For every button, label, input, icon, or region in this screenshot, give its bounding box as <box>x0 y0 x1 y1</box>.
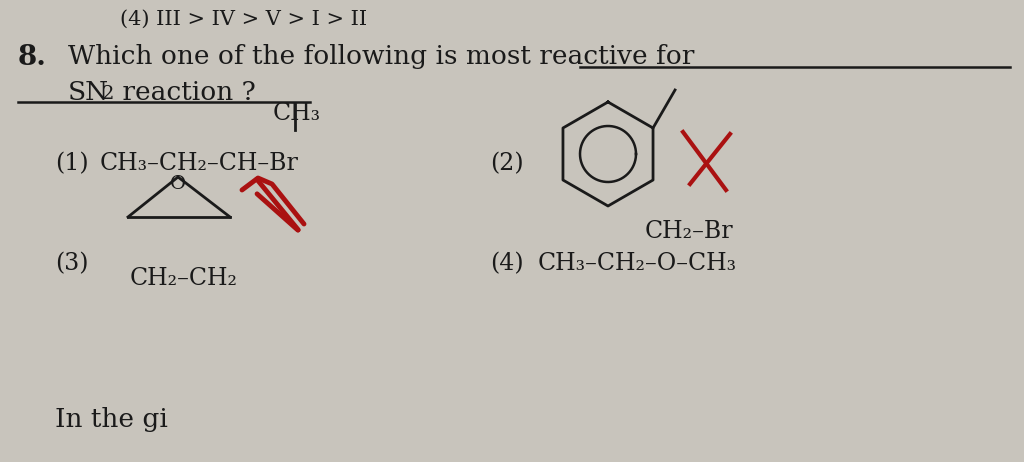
Text: CH₂–CH₂: CH₂–CH₂ <box>130 267 238 290</box>
Text: (3): (3) <box>55 252 88 275</box>
Text: SN: SN <box>68 80 110 105</box>
Text: (4) III > IV > V > I > II: (4) III > IV > V > I > II <box>120 10 368 29</box>
Text: CH₂–Br: CH₂–Br <box>645 220 733 243</box>
Text: CH₃: CH₃ <box>273 102 322 125</box>
Text: (4): (4) <box>490 252 523 275</box>
Text: CH₃–CH₂–O–CH₃: CH₃–CH₂–O–CH₃ <box>538 252 737 275</box>
Text: (2): (2) <box>490 152 523 175</box>
Text: 2: 2 <box>102 85 115 103</box>
Text: 8.: 8. <box>18 44 47 71</box>
Text: (1): (1) <box>55 152 89 175</box>
Text: In the gi: In the gi <box>55 407 168 432</box>
Text: CH₃–CH₂–CH–Br: CH₃–CH₂–CH–Br <box>100 152 299 175</box>
Text: reaction ?: reaction ? <box>114 80 256 105</box>
Text: Which one of the following is most reactive for: Which one of the following is most react… <box>68 44 694 69</box>
Text: O: O <box>170 175 186 193</box>
